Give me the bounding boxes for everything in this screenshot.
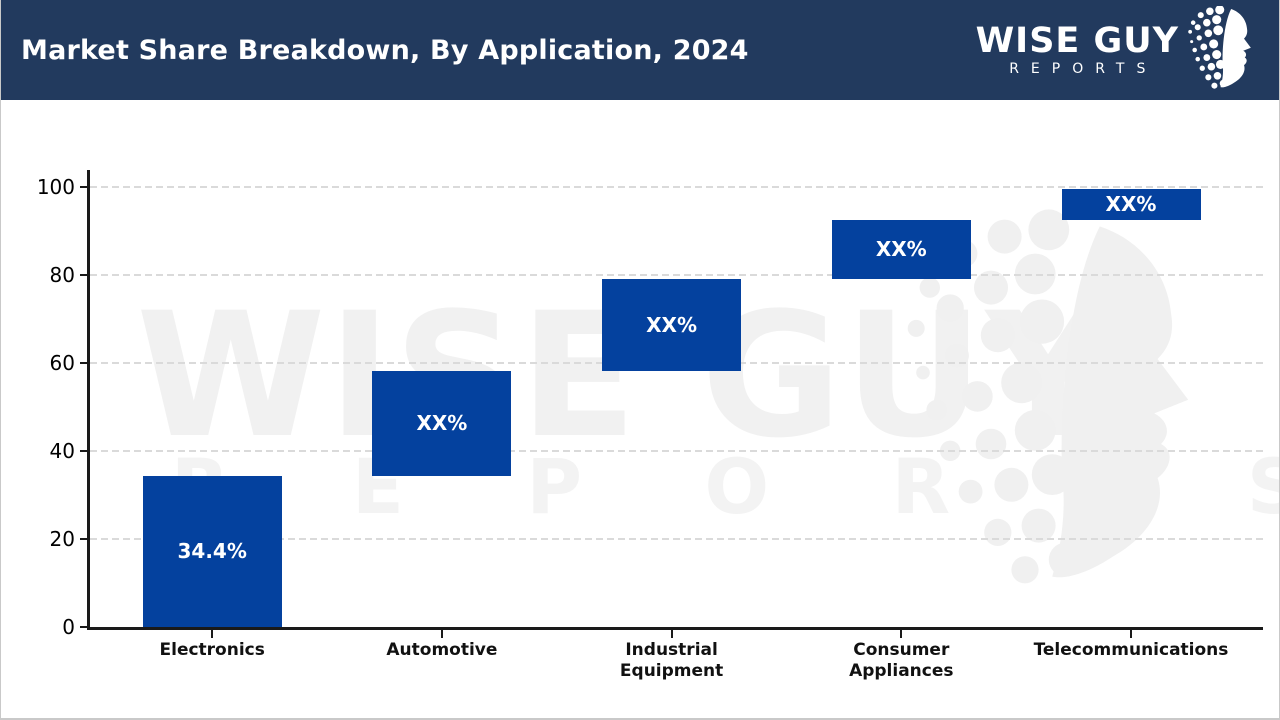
- gridline-100: [90, 186, 1263, 188]
- y-tick-label-100: 100: [36, 175, 75, 199]
- y-axis-tick-20: [80, 538, 88, 540]
- x-axis-label-3: Consumer Appliances: [849, 640, 954, 681]
- logo-wordmark: WISE GUY REPORTS: [976, 22, 1179, 78]
- bar-electronics: 34.4%: [142, 475, 282, 627]
- chart-canvas: WISE GUY R E P O R T S 0 20 40 60 80 100 34.4%…: [1, 100, 1279, 718]
- x-axis-tick-2: [670, 630, 673, 638]
- gridline-20: [90, 538, 1263, 540]
- logo-wordmark-main: WISE GUY: [975, 21, 1179, 61]
- logo-head-icon: [1188, 6, 1251, 89]
- bar-value-label: XX%: [416, 411, 468, 436]
- y-tick-label-20: 20: [49, 527, 75, 551]
- x-axis-tick-3: [900, 630, 903, 638]
- bar-value-label: XX%: [646, 313, 698, 338]
- brand-logo: WISE GUY REPORTS: [976, 6, 1263, 94]
- y-tick-label-40: 40: [49, 439, 75, 463]
- y-axis-tick-40: [80, 450, 88, 452]
- bar-consumer-appliances: XX%: [831, 219, 971, 280]
- page-title: Market Share Breakdown, By Application, …: [21, 34, 749, 66]
- x-axis-label-1: Automotive: [386, 640, 498, 660]
- y-axis-spine: [87, 170, 90, 630]
- bar-telecommunications: XX%: [1061, 189, 1201, 220]
- y-tick-label-60: 60: [49, 351, 75, 375]
- gridline-40: [90, 450, 1263, 452]
- x-axis-spine: [87, 627, 1263, 630]
- x-axis-tick-1: [440, 630, 443, 638]
- bar-value-label: XX%: [875, 237, 927, 262]
- y-tick-label-0: 0: [62, 615, 75, 639]
- y-axis-tick-80: [80, 274, 88, 276]
- header-bar: Market Share Breakdown, By Application, …: [1, 0, 1279, 100]
- bar-automotive: XX%: [372, 370, 512, 476]
- bar-value-label: 34.4%: [177, 539, 247, 564]
- x-axis-tick-4: [1130, 630, 1132, 638]
- bar-value-label: XX%: [1105, 192, 1157, 217]
- x-axis-tick-0: [211, 630, 214, 638]
- bar-industrial-equipment: XX%: [602, 279, 742, 371]
- y-tick-label-80: 80: [49, 263, 75, 287]
- x-axis-label-2: Industrial Equipment: [619, 640, 724, 681]
- logo-wordmark-sub: REPORTS: [1009, 61, 1158, 77]
- x-axis-label-4: Telecommunications: [1033, 640, 1229, 660]
- y-axis-tick-0: [80, 626, 88, 628]
- gridline-80: [90, 274, 1263, 276]
- x-axis-label-0: Electronics: [159, 640, 265, 660]
- y-axis-tick-60: [80, 362, 88, 364]
- y-axis-tick-100: [80, 186, 88, 188]
